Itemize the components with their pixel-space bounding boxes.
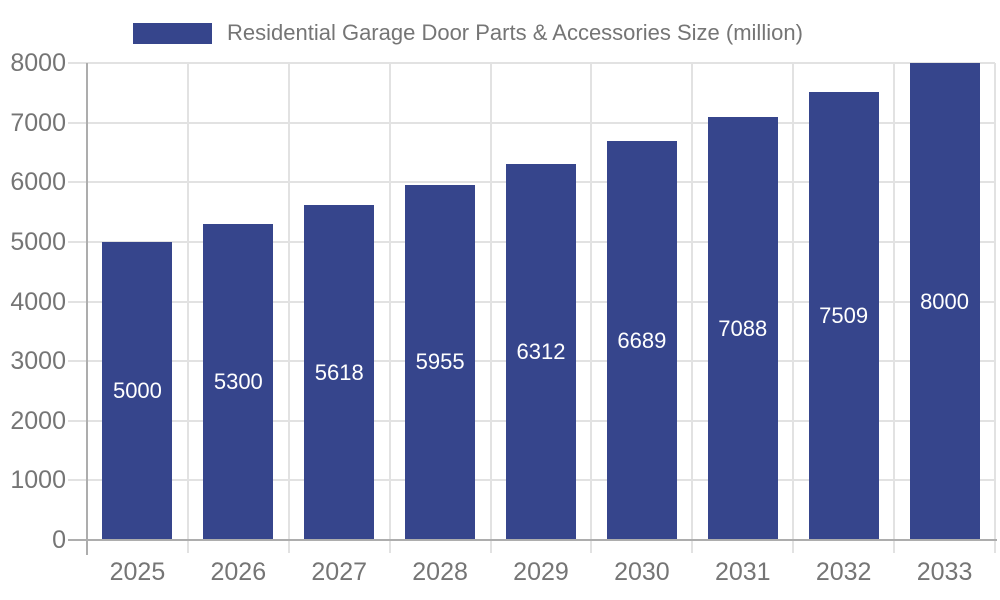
bar-value-label: 6312 [516,338,566,364]
x-axis-tick-label: 2033 [916,558,973,586]
x-axis-tick-label: 2031 [714,558,771,586]
x-axis-tick-label: 2030 [614,558,670,586]
bar-value-label: 5000 [112,377,162,403]
y-axis-tick-label: 8000 [10,49,66,77]
bar-2028 [405,184,476,540]
x-axis-tick-label: 2025 [109,558,166,586]
x-gridline [994,63,996,553]
y-axis-tick-label: 6000 [10,168,66,197]
x-axis-tick-label: 2027 [311,558,368,586]
x-axis-tick-label: 2026 [210,558,267,586]
bar-value-label: 6689 [617,327,667,353]
x-gridline [186,63,189,553]
x-axis-tick-label: 2028 [412,558,468,586]
y-axis-tick-label: 2000 [10,406,66,435]
y-axis-tick-label: 3000 [10,347,66,376]
x-gridline [489,63,492,553]
bar-value-label: 8000 [920,288,970,314]
x-gridline [388,63,391,553]
x-axis-tick-label: 2032 [815,558,872,586]
bar-2026 [203,223,274,540]
bar-2027 [304,205,375,540]
bar-2029 [506,163,576,540]
bar-2032 [808,92,879,540]
bar-2030 [606,141,677,540]
y-axis-tick-label: 0 [52,526,66,554]
bar-value-label: 5618 [314,359,364,385]
x-axis-tick-label: 2029 [513,558,569,586]
y-axis-tick-label: 4000 [10,287,66,316]
chart-legend[interactable]: Residential Garage Door Parts & Accessor… [133,20,803,46]
bar-2033 [909,63,980,540]
bar-value-label: 7509 [819,303,869,329]
bar-2025 [102,241,173,540]
x-gridline [287,63,290,553]
x-gridline [893,63,896,553]
y-axis-tick-label: 5000 [10,227,66,256]
y-gridline [68,121,995,124]
bar-2031 [707,117,778,540]
legend-label: Residential Garage Door Parts & Accessor… [227,20,803,45]
x-axis-line [68,539,997,541]
x-gridline [590,63,593,553]
y-gridline [68,62,995,64]
x-gridline [691,63,694,553]
legend-swatch [133,22,212,44]
y-axis-line [86,63,88,555]
y-axis-tick-label: 7000 [10,108,66,137]
bar-value-label: 7088 [718,315,768,341]
bar-value-label: 5955 [415,349,465,375]
x-gridline [792,63,795,553]
bar-value-label: 5300 [213,368,263,394]
y-axis-tick-label: 1000 [10,466,66,495]
